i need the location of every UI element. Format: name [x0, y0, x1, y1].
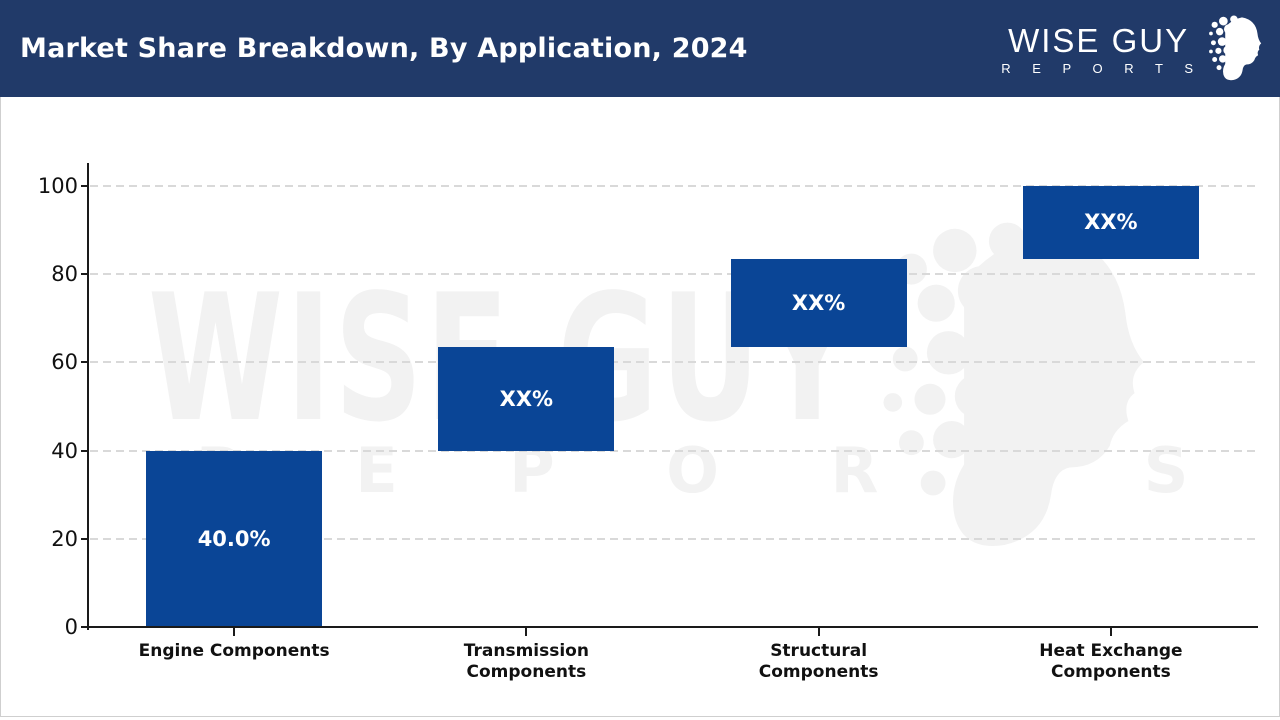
category-label: Structural Components [758, 641, 879, 682]
y-axis-line [87, 163, 89, 630]
logo-subtitle: R E P O R T S [1001, 60, 1202, 76]
x-axis-line [87, 626, 1258, 628]
x-axis-tick [525, 628, 528, 636]
y-axis-tick [81, 449, 88, 452]
gridline-60 [90, 361, 1259, 364]
bar-value-label: 40.0% [197, 526, 271, 551]
y-axis-tick [81, 361, 88, 364]
y-axis-tick [81, 185, 88, 187]
x-axis-tick [817, 628, 820, 636]
x-axis-tick [233, 628, 236, 636]
page-title: Market Share Breakdown, By Application, … [20, 33, 748, 64]
y-axis-tick-label: 0 [64, 615, 78, 639]
y-axis-tick-label: 60 [51, 350, 78, 375]
header-bar: Market Share Breakdown, By Application, … [0, 0, 1280, 97]
bar-value-label: XX% [1084, 210, 1138, 235]
y-axis-tick-label: 40 [51, 438, 78, 463]
wise-guy-logo: WISE GUY R E P O R T S [995, 6, 1268, 92]
category-label: Engine Components [138, 641, 330, 661]
bar-1: 40.0% [146, 450, 323, 627]
category-label: Transmission Components [463, 641, 589, 682]
logo-text: WISE GUY R E P O R T S [995, 24, 1202, 75]
y-axis-tick-label: 80 [51, 262, 78, 287]
head-profile-dots-icon [1209, 15, 1262, 81]
y-axis-tick [81, 273, 88, 276]
logo-wordmark: WISE GUY [1008, 21, 1190, 59]
gridline-100 [90, 185, 1259, 187]
y-axis-tick-label: 100 [37, 174, 78, 198]
y-axis-tick [81, 626, 88, 628]
bar-value-label: XX% [499, 386, 554, 411]
gridline-40 [90, 449, 1259, 452]
gridline-20 [90, 537, 1259, 540]
plot-area: 0 20 40 60 80 100 40.0% Engine Components XX% Tra… [0, 97, 1280, 720]
x-axis-tick [1109, 628, 1112, 636]
bar-3: XX% [730, 258, 907, 347]
y-axis-tick-label: 20 [51, 526, 78, 551]
gridline-80 [90, 273, 1259, 276]
bar-value-label: XX% [791, 290, 846, 315]
category-label: Heat Exchange Components [1039, 641, 1183, 682]
y-axis-tick [81, 537, 88, 540]
bar-4: XX% [1022, 186, 1199, 259]
bar-2: XX% [438, 346, 615, 451]
